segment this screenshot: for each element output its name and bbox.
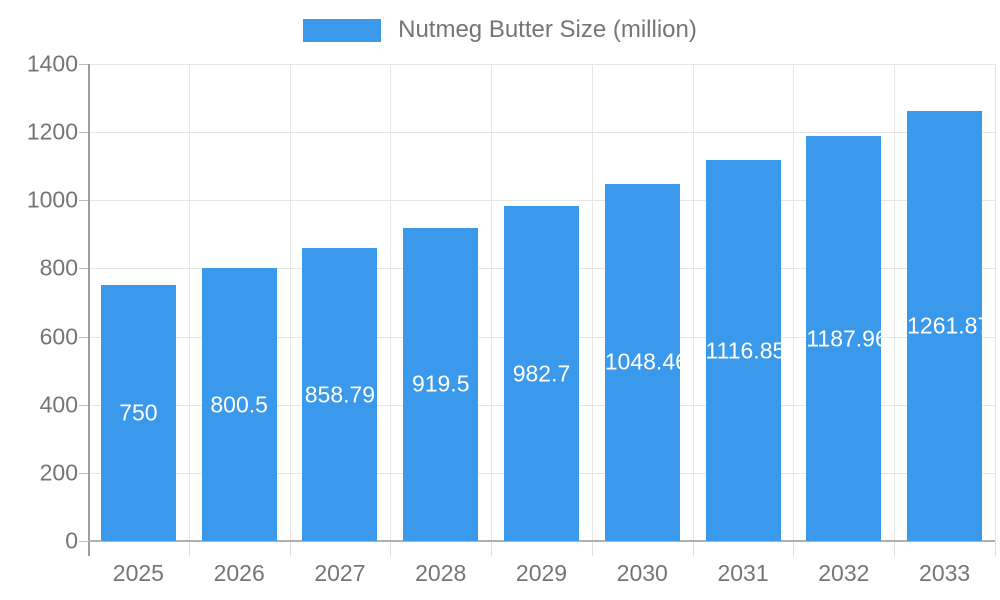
bar-value-label: 800.5 — [210, 391, 268, 418]
x-axis-label: 2029 — [515, 560, 568, 586]
y-gridline — [88, 64, 995, 65]
bar-value-label: 1187.96 — [806, 325, 882, 352]
x-gridline — [793, 64, 795, 541]
y-gridline — [88, 132, 995, 134]
bar-value-label: 919.5 — [411, 370, 470, 397]
x-tick — [692, 541, 694, 556]
x-gridline — [995, 64, 996, 541]
plot-area: 0 200 400 600 800 1000 1200 1400 750 2025 800.5 202… — [27, 52, 996, 585]
y-tick — [79, 541, 88, 542]
x-axis-label: 2032 — [818, 560, 870, 586]
x-gridline — [692, 64, 694, 541]
y-axis-label: 0 — [65, 527, 78, 554]
y-axis-label: 800 — [39, 254, 78, 281]
bar-value-label: 750 — [119, 399, 158, 426]
bar[interactable]: 1116.85 — [705, 160, 781, 541]
y-tick — [79, 404, 88, 406]
y-axis-line — [88, 64, 90, 541]
bar[interactable]: 858.79 — [302, 248, 378, 541]
x-tick — [88, 541, 90, 556]
x-tick — [793, 541, 795, 556]
x-tick — [591, 541, 593, 556]
bar[interactable]: 1261.87 — [907, 111, 983, 541]
bar-value-label: 858.79 — [304, 381, 376, 408]
y-axis-label: 1000 — [26, 186, 78, 213]
bar[interactable]: 1187.96 — [806, 136, 882, 541]
y-axis-label: 600 — [39, 323, 78, 350]
y-gridline — [88, 200, 995, 202]
y-axis-label: 200 — [39, 459, 78, 486]
x-axis-label: 2030 — [616, 560, 668, 586]
y-tick — [79, 200, 88, 202]
y-axis-label: 400 — [39, 391, 78, 418]
x-axis-label: 2027 — [314, 560, 366, 586]
x-gridline — [390, 64, 392, 541]
x-tick — [491, 541, 493, 556]
x-gridline — [591, 64, 593, 541]
x-gridline — [289, 64, 291, 541]
x-axis-label: 2025 — [112, 560, 164, 586]
legend-swatch[interactable] — [303, 18, 382, 42]
bar[interactable]: 750 — [100, 285, 176, 541]
legend: Nutmeg Butter Size (million) — [0, 18, 1000, 42]
bar-value-label: 1048.46 — [604, 348, 680, 375]
x-tick — [995, 541, 996, 556]
x-axis-label: 2026 — [213, 560, 265, 586]
x-tick — [894, 541, 896, 556]
y-tick — [79, 472, 88, 474]
x-axis-label: 2028 — [415, 560, 467, 586]
y-tick — [79, 336, 88, 338]
x-axis-label: 2031 — [717, 560, 769, 586]
bar[interactable]: 1048.46 — [604, 183, 680, 541]
legend-label[interactable]: Nutmeg Butter Size (million) — [398, 16, 697, 43]
x-gridline — [491, 64, 493, 541]
bar[interactable]: 919.5 — [403, 227, 479, 541]
bar-value-label: 1116.85 — [705, 337, 781, 364]
y-tick — [79, 64, 88, 65]
bar-value-label: 982.7 — [512, 360, 571, 387]
y-axis-label: 1400 — [26, 50, 78, 77]
y-axis-label: 1200 — [26, 118, 78, 145]
x-gridline — [188, 64, 190, 541]
x-tick — [390, 541, 392, 556]
x-tick — [188, 541, 190, 556]
x-axis-label: 2033 — [919, 560, 971, 586]
y-tick — [79, 268, 88, 270]
x-gridline — [894, 64, 896, 541]
y-tick — [79, 132, 88, 134]
x-tick — [289, 541, 291, 556]
x-axis-line — [88, 540, 995, 542]
bar[interactable]: 800.5 — [201, 268, 277, 541]
bar-value-label: 1261.87 — [907, 312, 983, 339]
bar[interactable]: 982.7 — [504, 206, 579, 541]
